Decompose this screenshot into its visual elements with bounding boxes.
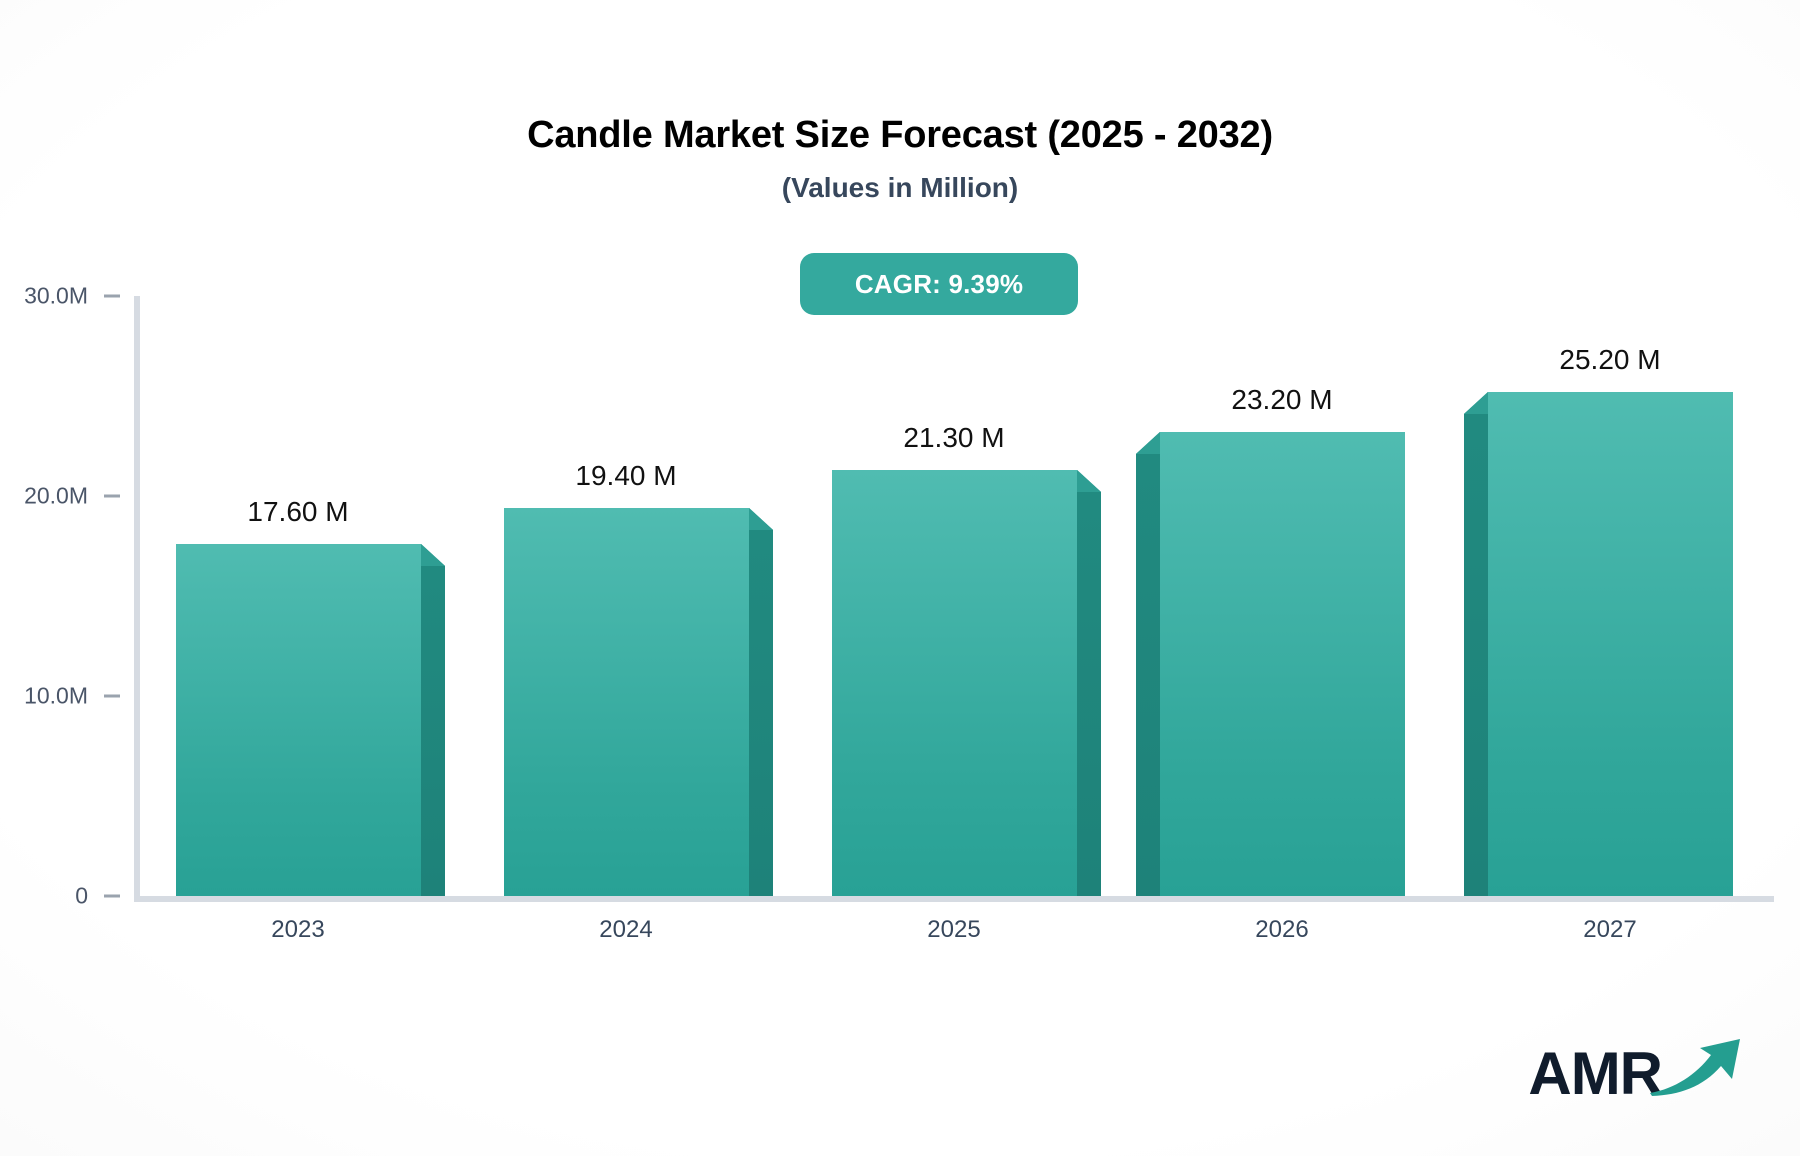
bar-value-label: 23.20 M <box>1231 384 1333 415</box>
y-axis-tick-dash <box>104 694 120 698</box>
bar-2023[interactable]: 17.60 M <box>175 496 445 896</box>
y-axis-tick: 20.0M <box>24 483 134 510</box>
bar-side-face <box>1135 454 1160 896</box>
x-axis-tick-label: 2025 <box>927 916 981 943</box>
x-axis-tick-label: 2024 <box>599 916 653 943</box>
x-axis-tick-label: 2027 <box>1583 916 1637 943</box>
bar-face <box>831 470 1077 896</box>
y-axis-tick: 0 <box>75 883 134 910</box>
bar-side-face <box>748 530 773 896</box>
x-axis-line <box>134 896 1774 902</box>
bar-value-label: 25.20 M <box>1559 344 1661 375</box>
y-axis-tick-label: 0 <box>75 882 88 909</box>
y-axis-tick-label: 20.0M <box>24 482 88 509</box>
cagr-badge: CAGR: 9.39% <box>800 253 1078 315</box>
y-axis-tick: 30.0M <box>24 283 134 310</box>
x-axis-tick-label: 2023 <box>271 916 325 943</box>
bar-top-bevel <box>1135 432 1160 454</box>
bar-face <box>1159 432 1405 896</box>
y-axis-tick-label: 10.0M <box>24 682 88 709</box>
bar-face <box>1487 392 1733 896</box>
bar-side-face <box>420 566 445 896</box>
bar-side-face <box>1076 492 1101 896</box>
bar-top-bevel <box>1076 470 1101 492</box>
growth-arrow-icon <box>1648 1035 1744 1102</box>
x-axis-tick-label: 2026 <box>1255 916 1309 943</box>
y-axis-tick-label: 30.0M <box>24 282 88 309</box>
amr-logo: AMR <box>1528 1035 1744 1104</box>
y-axis-tick-dash <box>104 894 120 898</box>
y-axis-line <box>134 296 140 896</box>
bar-2025[interactable]: 21.30 M <box>831 422 1101 896</box>
chart-subtitle: (Values in Million) <box>781 172 1019 203</box>
bar-top-bevel <box>1463 392 1488 414</box>
bar-value-label: 19.40 M <box>575 460 677 491</box>
bar-2026[interactable]: 23.20 M <box>1135 384 1405 896</box>
bar-value-label: 17.60 M <box>247 496 349 527</box>
y-axis-tick-dash <box>104 494 120 498</box>
bar-2024[interactable]: 19.40 M <box>503 460 773 896</box>
amr-logo-text: AMR <box>1528 1040 1663 1107</box>
y-axis-tick: 10.0M <box>24 683 134 710</box>
bar-top-bevel <box>420 544 445 566</box>
bar-top-bevel <box>748 508 773 530</box>
bar-face <box>175 544 421 896</box>
y-axis-tick-dash <box>104 294 120 298</box>
bar-side-face <box>1463 414 1488 896</box>
bar-face <box>503 508 749 896</box>
bar-value-label: 21.30 M <box>903 422 1005 453</box>
cagr-badge-label: CAGR: 9.39% <box>854 268 1024 299</box>
bar-2027[interactable]: 25.20 M <box>1463 344 1733 896</box>
page-title: Candle Market Size Forecast (2025 - 2032… <box>527 114 1273 156</box>
plot-area: 30.0M 20.0M 10.0M 0 17.60 M 19.40 M 21.30 M 23… <box>24 283 1774 943</box>
